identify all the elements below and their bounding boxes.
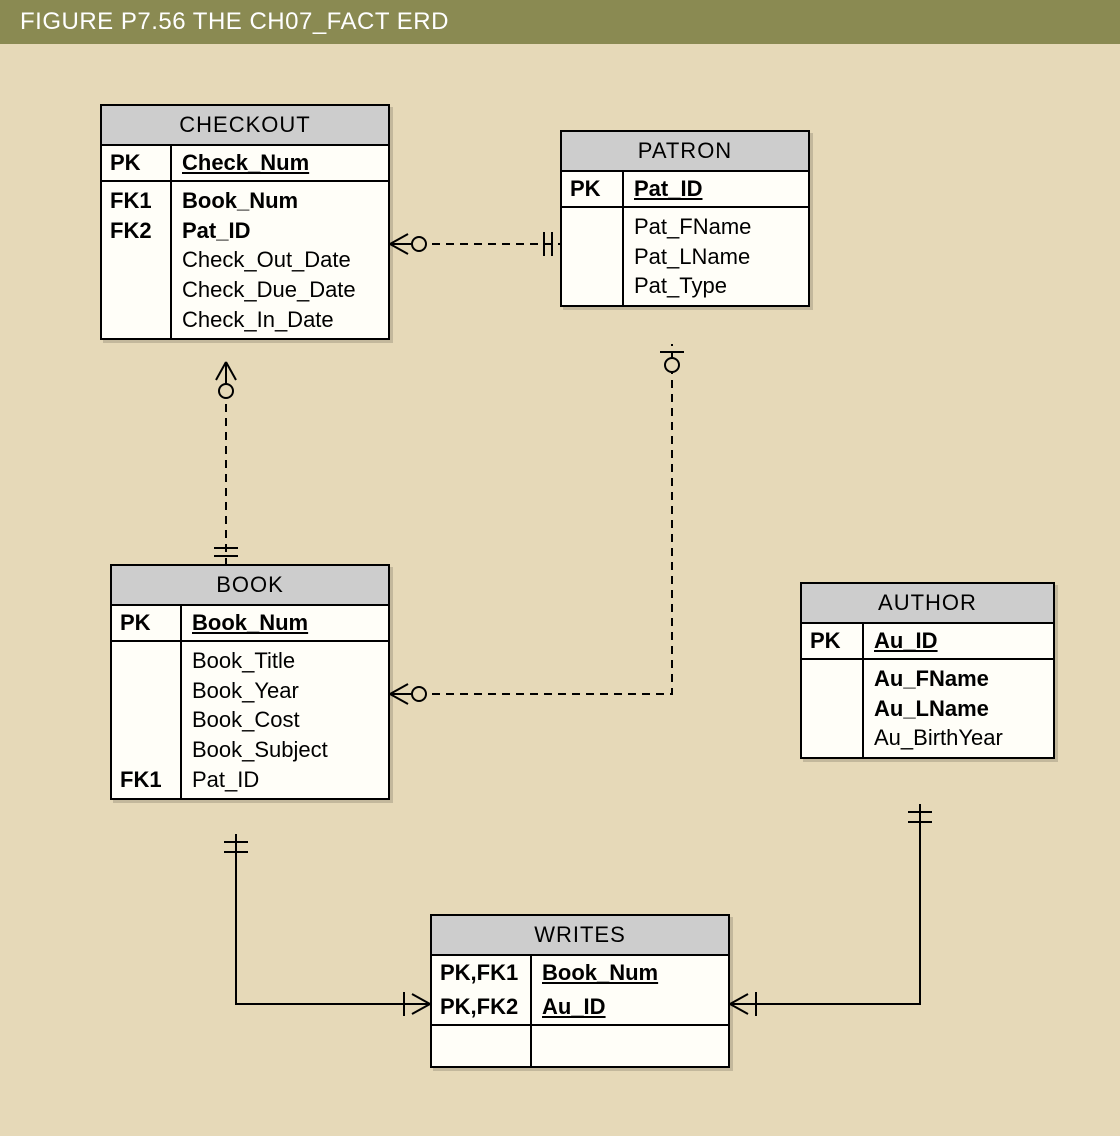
entity-patron: PATRON PK Pat_ID Pat_FNamePat_LNamePat_T… [560, 130, 810, 307]
attr-cell: Au_BirthYear [874, 723, 1043, 753]
key-cell [810, 694, 854, 724]
entity-checkout: CHECKOUT PK Check_Num FK1FK2 Book_NumPat… [100, 104, 390, 340]
entity-author: AUTHOR PK Au_ID Au_FNameAu_LNameAu_Birth… [800, 582, 1055, 759]
entity-patron-attrs: Pat_FNamePat_LNamePat_Type [562, 208, 808, 305]
pk-attr: Book_Num [182, 606, 388, 640]
entity-writes-pk-rows: PK,FK1Book_NumPK,FK2Au_ID [432, 956, 728, 1026]
attr-cell: Check_Due_Date [182, 275, 378, 305]
entity-checkout-attrs: FK1FK2 Book_NumPat_IDCheck_Out_DateCheck… [102, 182, 388, 338]
entity-writes: WRITES PK,FK1Book_NumPK,FK2Au_ID [430, 914, 730, 1068]
attr-cell: Book_Title [192, 646, 378, 676]
entity-book: BOOK PK Book_Num FK1 Book_TitleBook_Year… [110, 564, 390, 800]
attr-cell: Book_Year [192, 676, 378, 706]
connector-checkout-book [214, 362, 238, 564]
pk-label: PK [562, 172, 624, 206]
key-cell: FK1 [120, 765, 172, 795]
entity-book-keys: FK1 [112, 642, 182, 798]
entity-checkout-title: CHECKOUT [102, 106, 388, 146]
entity-checkout-vals: Book_NumPat_IDCheck_Out_DateCheck_Due_Da… [172, 182, 388, 338]
attr-cell: Au_FName [874, 664, 1043, 694]
key-cell: PK,FK2 [432, 990, 532, 1024]
entity-author-vals: Au_FNameAu_LNameAu_BirthYear [864, 660, 1053, 757]
attr-cell: Check_Out_Date [182, 245, 378, 275]
key-cell [120, 676, 172, 706]
pk-attr: Check_Num [172, 146, 388, 180]
entity-book-title: BOOK [112, 566, 388, 606]
entity-writes-pk-row: PK,FK2Au_ID [432, 990, 728, 1026]
attr-cell: Book_Cost [192, 705, 378, 735]
key-cell [810, 664, 854, 694]
pk-label: PK [802, 624, 864, 658]
entity-patron-title: PATRON [562, 132, 808, 172]
pk-label: PK [102, 146, 172, 180]
connector-book-writes [224, 834, 430, 1016]
entity-book-vals: Book_TitleBook_YearBook_CostBook_Subject… [182, 642, 388, 798]
attr-cell: Pat_ID [182, 216, 378, 246]
entity-writes-pk-row: PK,FK1Book_Num [432, 956, 728, 990]
entity-checkout-keys: FK1FK2 [102, 182, 172, 338]
entity-author-title: AUTHOR [802, 584, 1053, 624]
attr-cell: Au_LName [874, 694, 1043, 724]
attr-cell: Book_Num [182, 186, 378, 216]
key-cell: PK,FK1 [432, 956, 532, 990]
key-cell [120, 646, 172, 676]
entity-checkout-pk-row: PK Check_Num [102, 146, 388, 182]
figure-title-text: FIGURE P7.56 THE CH07_FACT ERD [20, 8, 449, 36]
pk-attr: Pat_ID [624, 172, 808, 206]
entity-author-attrs: Au_FNameAu_LNameAu_BirthYear [802, 660, 1053, 757]
key-cell [570, 271, 614, 301]
attr-cell: Pat_ID [192, 765, 378, 795]
key-cell [120, 735, 172, 765]
key-cell [120, 705, 172, 735]
attr-cell: Pat_FName [634, 212, 798, 242]
connector-book-patron [390, 344, 684, 704]
attr-cell: Pat_Type [634, 271, 798, 301]
entity-author-keys [802, 660, 864, 757]
connector-checkout-patron [390, 232, 560, 256]
entity-book-pk-row: PK Book_Num [112, 606, 388, 642]
attr-cell: Book_Subject [192, 735, 378, 765]
attr-cell: Pat_LName [634, 242, 798, 272]
attr-cell: Book_Num [532, 956, 728, 990]
erd-canvas: CHECKOUT PK Check_Num FK1FK2 Book_NumPat… [0, 44, 1120, 1136]
entity-patron-keys [562, 208, 624, 305]
entity-book-attrs: FK1 Book_TitleBook_YearBook_CostBook_Sub… [112, 642, 388, 798]
key-cell [110, 245, 162, 275]
key-cell [110, 275, 162, 305]
entity-patron-vals: Pat_FNamePat_LNamePat_Type [624, 208, 808, 305]
key-cell [570, 242, 614, 272]
key-cell [810, 723, 854, 753]
key-cell [570, 212, 614, 242]
key-cell: FK2 [110, 216, 162, 246]
entity-writes-title: WRITES [432, 916, 728, 956]
key-cell: FK1 [110, 186, 162, 216]
attr-cell: Au_ID [532, 990, 728, 1024]
entity-writes-empty-row [432, 1026, 728, 1066]
attr-cell: Check_In_Date [182, 305, 378, 335]
connector-author-writes [730, 804, 932, 1016]
figure-container: FIGURE P7.56 THE CH07_FACT ERD CHECKOUT … [0, 0, 1120, 1136]
entity-author-pk-row: PK Au_ID [802, 624, 1053, 660]
entity-patron-pk-row: PK Pat_ID [562, 172, 808, 208]
key-cell [110, 305, 162, 335]
figure-title-bar: FIGURE P7.56 THE CH07_FACT ERD [0, 0, 1120, 44]
pk-attr: Au_ID [864, 624, 1053, 658]
pk-label: PK [112, 606, 182, 640]
